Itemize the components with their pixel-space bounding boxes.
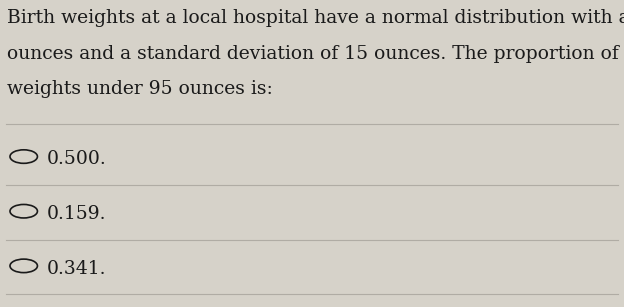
Text: 0.500.: 0.500. xyxy=(47,150,107,169)
Text: 0.341.: 0.341. xyxy=(47,260,106,278)
Text: weights under 95 ounces is:: weights under 95 ounces is: xyxy=(7,80,273,98)
Text: 0.159.: 0.159. xyxy=(47,205,106,223)
Text: Birth weights at a local hospital have a normal distribution with a mean of 110: Birth weights at a local hospital have a… xyxy=(7,9,624,27)
Text: ounces and a standard deviation of 15 ounces. The proportion of infants with bir: ounces and a standard deviation of 15 ou… xyxy=(7,45,624,63)
